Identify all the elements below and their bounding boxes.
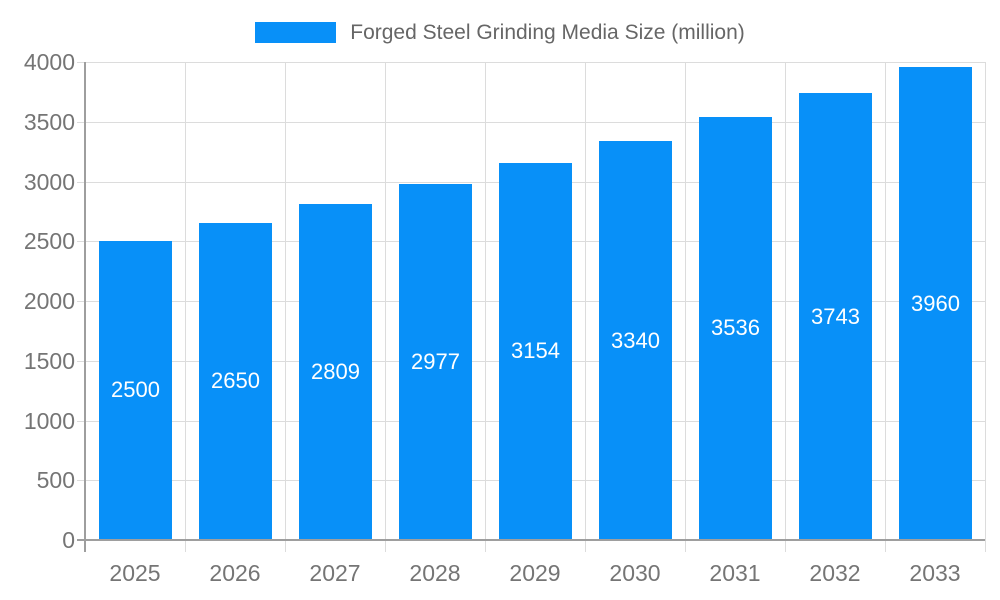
x-gridline [985,62,986,552]
y-gridline [77,62,985,63]
legend-label: Forged Steel Grinding Media Size (millio… [350,21,745,44]
legend-swatch [255,22,337,43]
bar[interactable]: 3154 [499,163,572,540]
x-gridline [685,62,686,552]
y-axis-tick-label: 500 [36,467,75,493]
x-gridline [585,62,586,552]
x-axis-tick-label: 2027 [309,560,361,586]
bar-value-label: 3340 [611,328,660,353]
bar-value-label: 2809 [311,359,360,384]
x-axis-tick-label: 2031 [709,560,761,586]
x-axis-tick-label: 2026 [209,560,261,586]
bar[interactable]: 2650 [199,223,272,540]
y-axis-tick-label: 0 [62,527,75,553]
bar-value-label: 2650 [211,368,260,393]
x-gridline [785,62,786,552]
bar-value-label: 3743 [811,304,860,329]
bar[interactable]: 3743 [799,93,872,540]
x-gridline [285,62,286,552]
x-axis-tick-label: 2032 [809,560,861,586]
x-gridline [485,62,486,552]
y-axis-tick-label: 2500 [23,228,75,254]
y-axis-tick-label: 1500 [23,348,75,374]
legend[interactable]: Forged Steel Grinding Media Size (millio… [0,20,1000,45]
y-axis-tick-label: 2000 [23,288,75,314]
x-axis-line [77,539,985,541]
x-axis-tick-label: 2028 [409,560,461,586]
bar[interactable]: 2809 [299,204,372,540]
bar-value-label: 3960 [911,291,960,316]
x-gridline [185,62,186,552]
y-gridline [77,122,985,123]
bar[interactable]: 3340 [599,141,672,540]
x-axis-tick-label: 2025 [109,560,161,586]
x-axis-tick-label: 2029 [509,560,561,586]
y-axis-tick-label: 1000 [23,408,75,434]
bar-value-label: 2500 [111,377,160,402]
bar-value-label: 3536 [711,315,760,340]
bar-value-label: 2977 [411,349,460,374]
y-axis-tick-label: 3000 [23,169,75,195]
x-axis-tick-label: 2033 [909,560,961,586]
bar-value-label: 3154 [511,338,560,363]
bar[interactable]: 2500 [99,241,172,540]
y-axis-tick-label: 3500 [23,109,75,135]
bar[interactable]: 3536 [699,117,772,540]
x-gridline [885,62,886,552]
x-gridline [385,62,386,552]
y-axis-tick-label: 4000 [23,49,75,75]
bar[interactable]: 3960 [899,67,972,540]
y-axis-line [84,62,86,552]
bar[interactable]: 2977 [399,184,472,540]
x-axis-tick-label: 2030 [609,560,661,586]
